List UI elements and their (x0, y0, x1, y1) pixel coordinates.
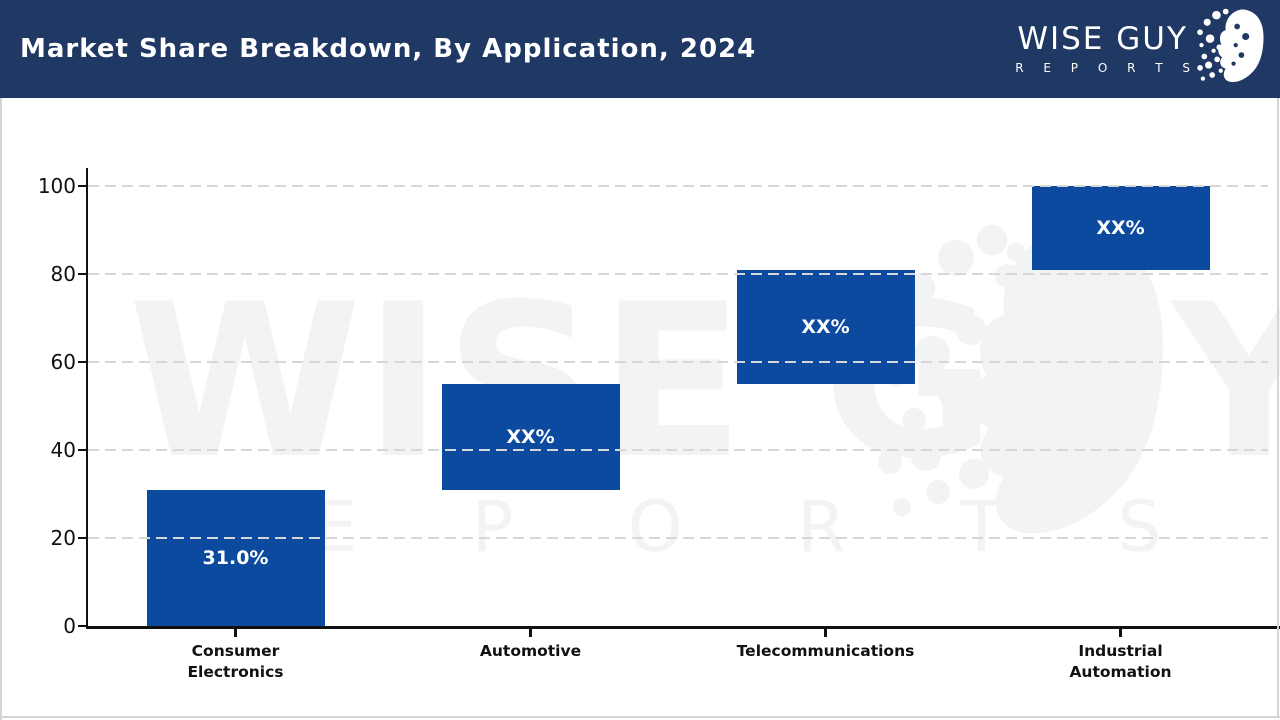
gridline-20 (88, 536, 1268, 540)
x-axis-label-consumer-electronics: Consumer Electronics (187, 642, 284, 681)
page-border-left (0, 98, 2, 720)
x-tick-mark-industrial-automation (1119, 628, 1122, 637)
brand-name: WISE GUY (1017, 21, 1188, 57)
page-border-bottom (0, 716, 1280, 718)
bar-industrial-automation: XX% (1031, 186, 1210, 270)
gridline-80 (88, 272, 1268, 276)
x-tick-mark-consumer-electronics (234, 628, 237, 637)
y-tick-label-0: 0 (63, 614, 76, 638)
y-tick-mark-40 (78, 448, 87, 452)
x-tick-mark-automotive (529, 628, 532, 637)
y-tick-label-80: 80 (50, 262, 76, 286)
page-border-right (1277, 98, 1279, 718)
gridline-60 (88, 360, 1268, 364)
x-axis-line (85, 626, 1280, 629)
x-axis-label-industrial-automation: Industrial Automation (1069, 642, 1172, 681)
bar-automotive: XX% (441, 384, 620, 490)
brand-logo: WISE GUY R E P O R T S (1015, 0, 1266, 98)
brand-face-icon (1197, 8, 1264, 82)
bar-value-label-telecommunications: XX% (801, 315, 850, 338)
brand-logo-text: WISE GUY R E P O R T S (1015, 21, 1190, 75)
chart-title: Market Share Breakdown, By Application, … (20, 34, 757, 64)
y-tick-label-100: 100 (37, 174, 76, 198)
bar-telecommunications: XX% (736, 269, 915, 384)
x-axis-label-automotive: Automotive (479, 642, 582, 660)
bar-value-label-consumer-electronics: 31.0% (202, 546, 269, 569)
brand-subtitle: R E P O R T S (1015, 61, 1198, 75)
y-tick-mark-0 (78, 624, 87, 628)
y-tick-label-40: 40 (50, 438, 76, 462)
bar-consumer-electronics: 31.0% (146, 489, 325, 626)
plot-area: 0 20 40 60 80 100 31.0% Consumer Electronics XX%… (0, 98, 1280, 720)
y-tick-mark-20 (78, 536, 87, 540)
gridline-40 (88, 448, 1268, 452)
y-tick-label-60: 60 (50, 350, 76, 374)
y-tick-mark-100 (78, 184, 87, 188)
x-axis-label-telecommunications: Telecommunications (736, 642, 915, 660)
y-tick-mark-80 (78, 272, 87, 276)
x-tick-mark-telecommunications (824, 628, 827, 637)
bar-value-label-industrial-automation: XX% (1096, 216, 1145, 239)
y-tick-label-20: 20 (50, 526, 76, 550)
y-axis-line (85, 168, 88, 629)
header-bar: Market Share Breakdown, By Application, … (0, 0, 1280, 98)
bar-value-label-automotive: XX% (506, 425, 555, 448)
y-tick-mark-60 (78, 360, 87, 364)
gridline-100 (88, 184, 1268, 188)
